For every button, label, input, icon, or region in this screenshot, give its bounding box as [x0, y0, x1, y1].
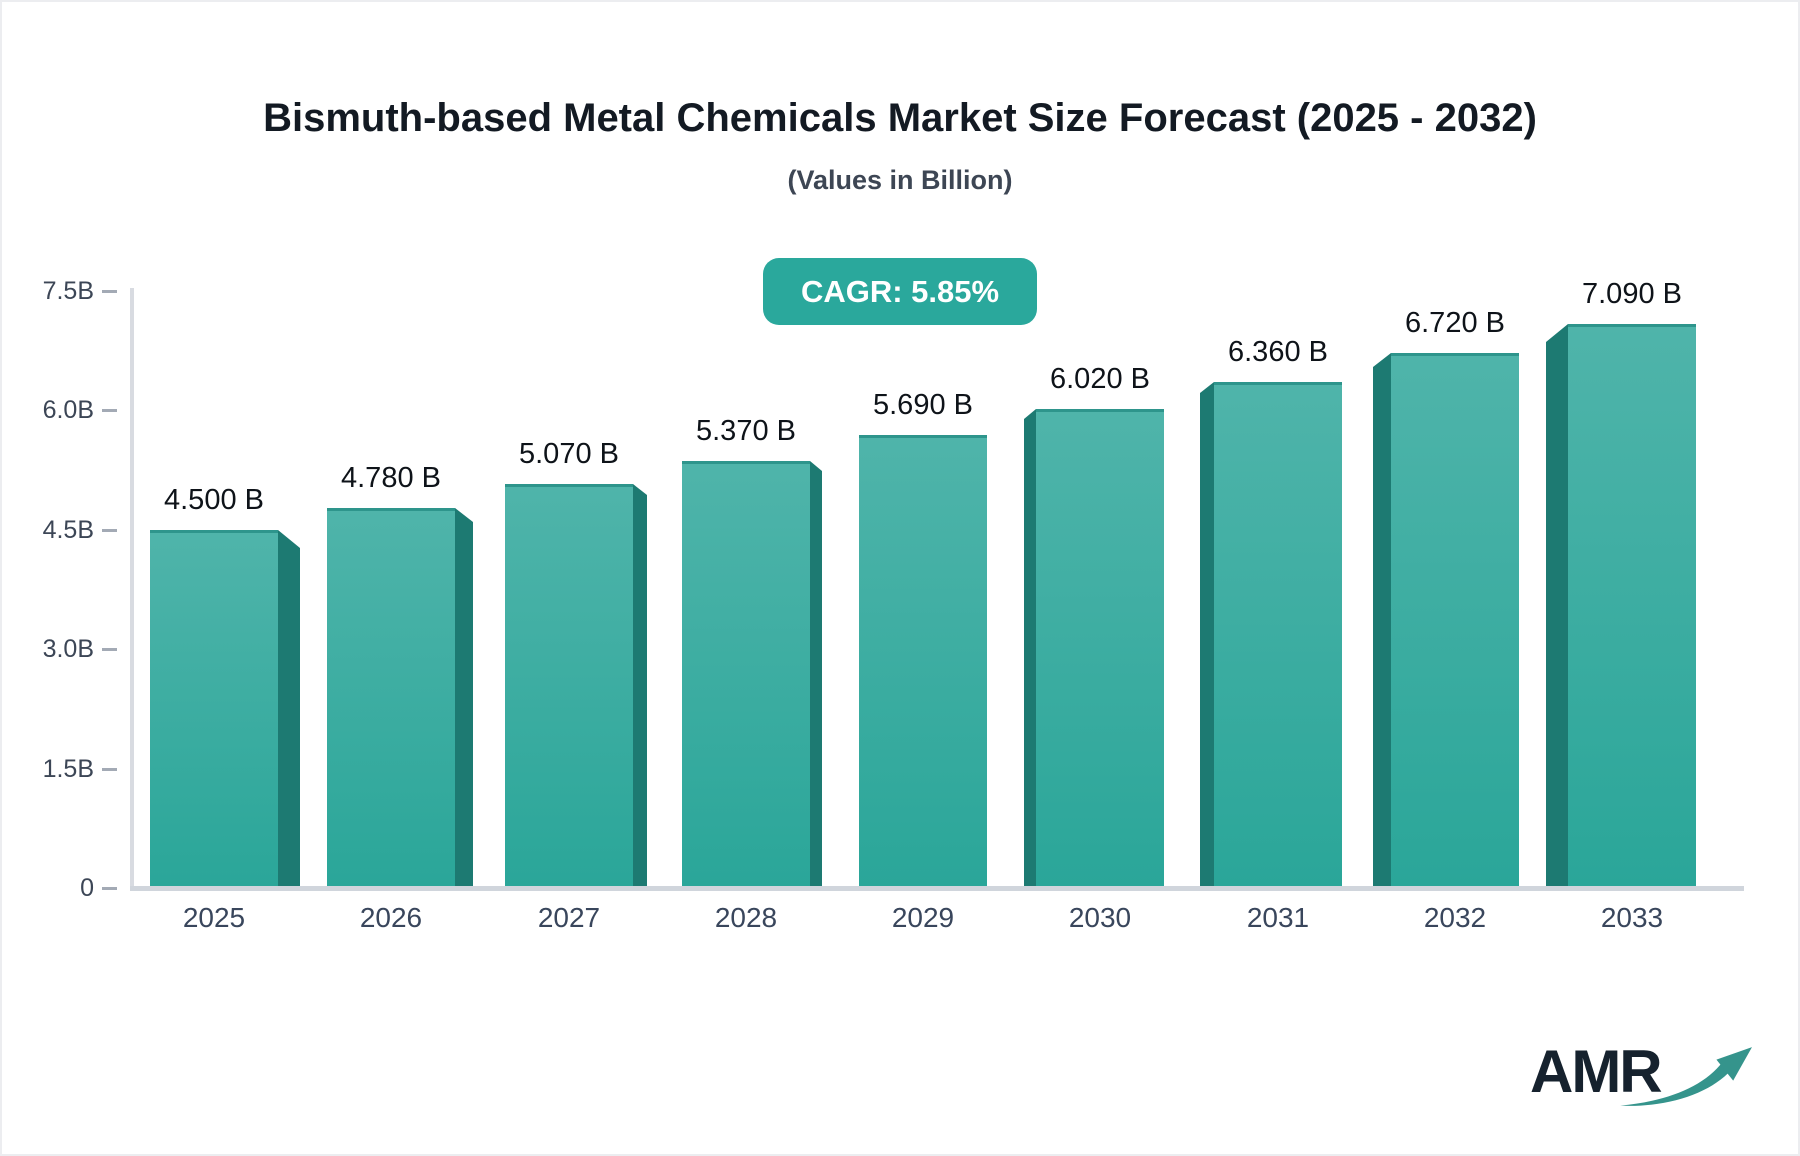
y-axis-line: [130, 288, 134, 888]
y-axis-label-3.0B: 3.0B: [42, 635, 94, 663]
y-axis-tick: [102, 290, 117, 293]
y-axis-label-6.0B: 6.0B: [42, 396, 94, 424]
bar-2028: [682, 461, 810, 888]
bar-value-label-2027: 5.070 B: [519, 438, 619, 470]
bar-side-2026: [455, 508, 473, 888]
bar-2029: [859, 435, 987, 888]
bar-value-label-2032: 6.720 B: [1405, 307, 1505, 339]
bar-2033: [1568, 324, 1696, 888]
y-axis-tick: [102, 529, 117, 532]
x-axis-label-2030: 2030: [1068, 902, 1132, 933]
x-axis-line: [130, 886, 1744, 891]
x-axis-label-2033: 2033: [1600, 902, 1664, 933]
x-axis-label-2031: 2031: [1246, 902, 1310, 933]
bar-2031: [1214, 382, 1342, 888]
y-axis-tick: [102, 648, 117, 651]
bar-2027: [505, 484, 633, 888]
cagr-badge: CAGR: 5.85%: [762, 258, 1038, 325]
y-axis-label-7.5B: 7.5B: [42, 277, 94, 305]
x-axis-label-2025: 2025: [182, 902, 246, 933]
bar-value-label-2028: 5.370 B: [696, 415, 796, 447]
amr-logo: AMR: [1522, 1037, 1762, 1117]
bar-value-label-2031: 6.360 B: [1228, 336, 1328, 368]
bar-value-label-2025: 4.500 B: [164, 484, 264, 516]
bar-value-label-2026: 4.780 B: [341, 462, 441, 494]
bar-side-2031: [1200, 382, 1214, 888]
bar-side-2027: [633, 484, 647, 888]
bar-value-label-2029: 5.690 B: [873, 389, 973, 421]
bar-2030: [1036, 409, 1164, 888]
bar-2026: [327, 508, 455, 888]
bar-2025: [150, 530, 278, 888]
bar-value-label-2033: 7.090 B: [1582, 278, 1682, 310]
y-axis-label-4.5B: 4.5B: [42, 516, 94, 544]
y-axis-label-1.5B: 1.5B: [42, 755, 94, 783]
bar-side-2033: [1546, 324, 1568, 888]
x-axis-label-2029: 2029: [891, 902, 955, 933]
bar-value-label-2030: 6.020 B: [1050, 363, 1150, 395]
x-axis-label-2032: 2032: [1423, 902, 1487, 933]
y-axis-label-0: 0: [80, 874, 94, 902]
cagr-badge-wrap: CAGR: 5.85%: [2, 258, 1798, 325]
y-axis-tick: [102, 887, 117, 890]
bar-side-2028: [810, 461, 822, 888]
page-title: Bismuth-based Metal Chemicals Market Siz…: [263, 96, 1537, 140]
y-axis-tick: [102, 768, 117, 771]
bar-side-2025: [278, 530, 300, 888]
bar-side-2030: [1024, 409, 1036, 888]
bar-2032: [1391, 353, 1519, 888]
chart-subtitle: (Values in Billion): [787, 165, 1013, 195]
x-axis-label-2026: 2026: [359, 902, 423, 933]
y-axis-tick: [102, 409, 117, 412]
bar-side-2032: [1373, 353, 1391, 888]
x-axis-label-2027: 2027: [537, 902, 601, 933]
x-axis-label-2028: 2028: [714, 902, 778, 933]
amr-logo-text: AMR: [1530, 1038, 1663, 1105]
growth-arrow-icon: [1620, 1047, 1752, 1106]
